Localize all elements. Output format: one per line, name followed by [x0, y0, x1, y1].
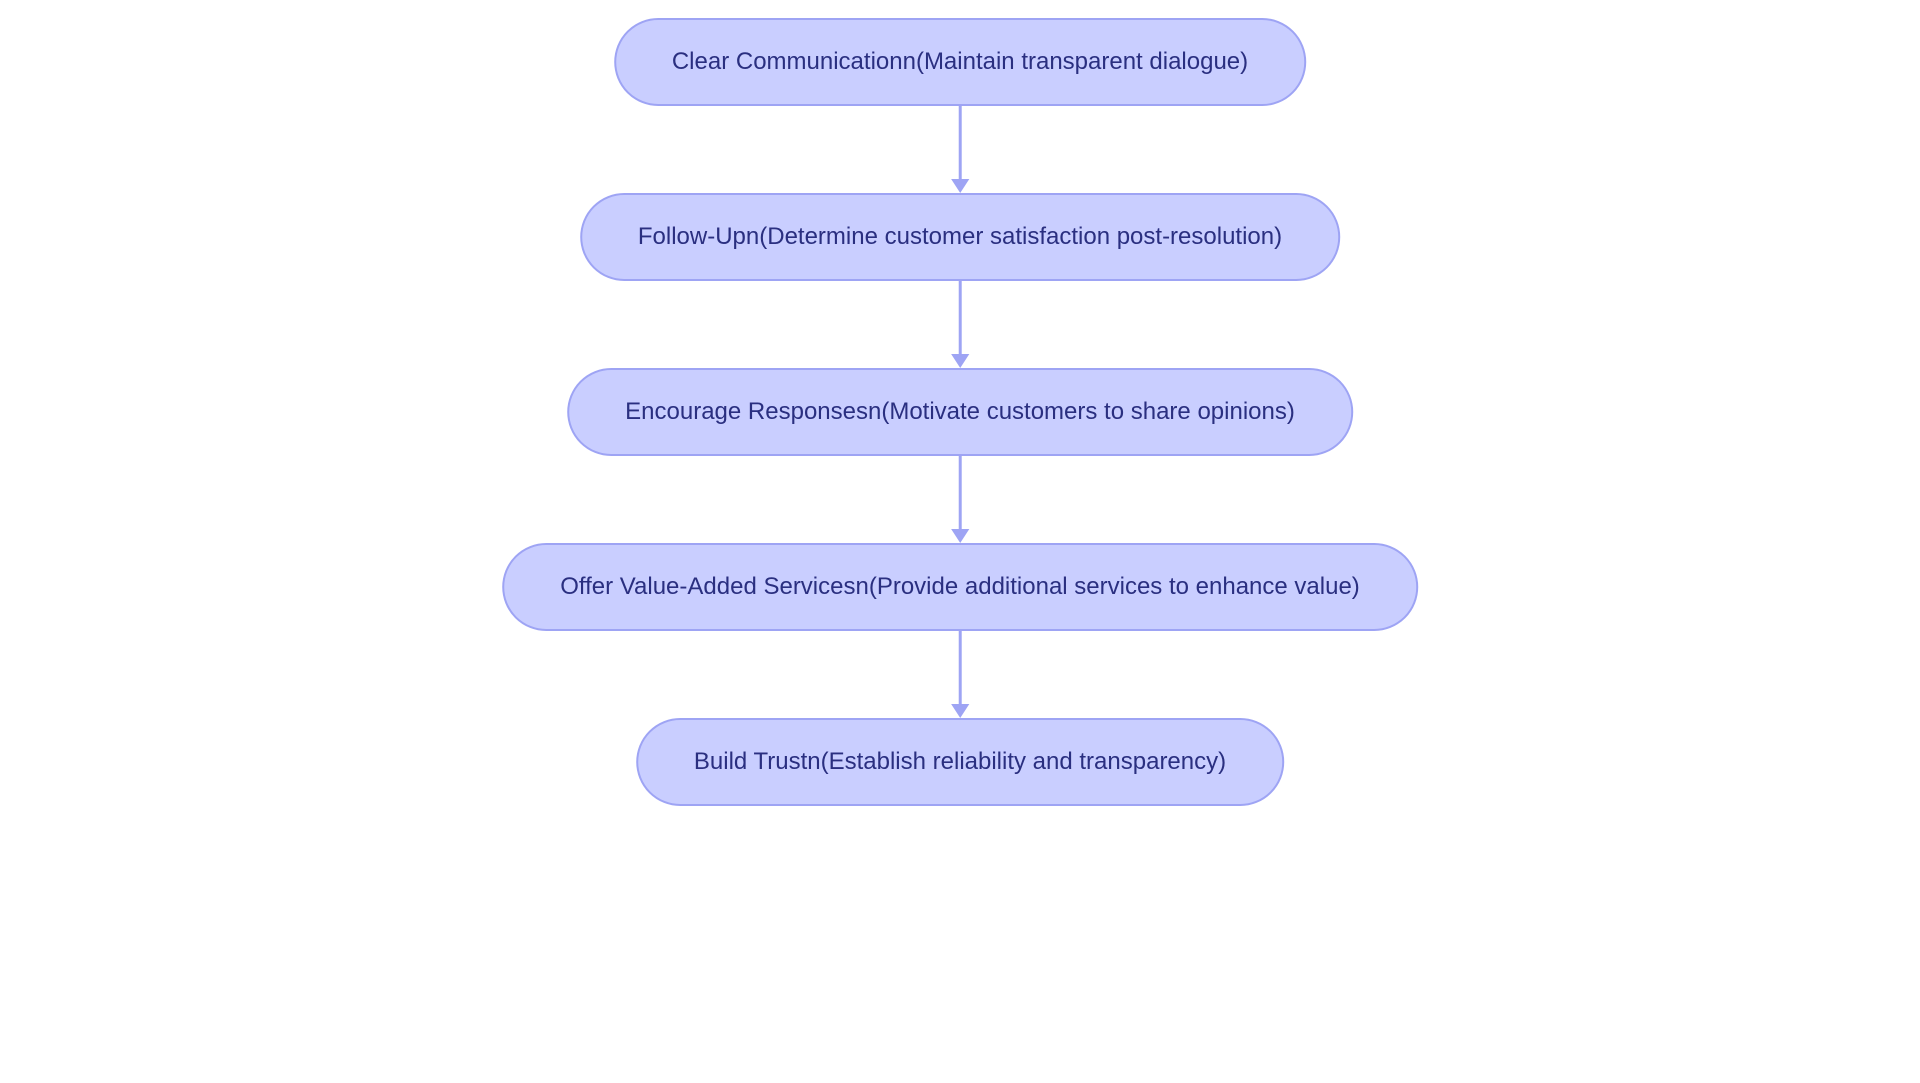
flowchart-node-label: Encourage Responsesn(Motivate customers … [625, 398, 1295, 426]
flowchart-node: Follow-Upn(Determine customer satisfacti… [580, 193, 1340, 281]
flowchart-node: Encourage Responsesn(Motivate customers … [567, 368, 1353, 456]
flowchart-arrow [945, 281, 975, 368]
flowchart-node: Build Trustn(Establish reliability and t… [636, 718, 1284, 806]
flowchart-node-label: Build Trustn(Establish reliability and t… [694, 748, 1226, 776]
flowchart-container: Clear Communicationn(Maintain transparen… [502, 18, 1418, 806]
flowchart-arrow [945, 631, 975, 718]
flowchart-node-label: Offer Value-Added Servicesn(Provide addi… [560, 573, 1360, 601]
flowchart-node: Clear Communicationn(Maintain transparen… [614, 18, 1306, 106]
flowchart-node-label: Follow-Upn(Determine customer satisfacti… [638, 223, 1282, 251]
flowchart-node: Offer Value-Added Servicesn(Provide addi… [502, 543, 1418, 631]
flowchart-node-label: Clear Communicationn(Maintain transparen… [672, 48, 1248, 76]
flowchart-arrow [945, 106, 975, 193]
flowchart-arrow [945, 456, 975, 543]
